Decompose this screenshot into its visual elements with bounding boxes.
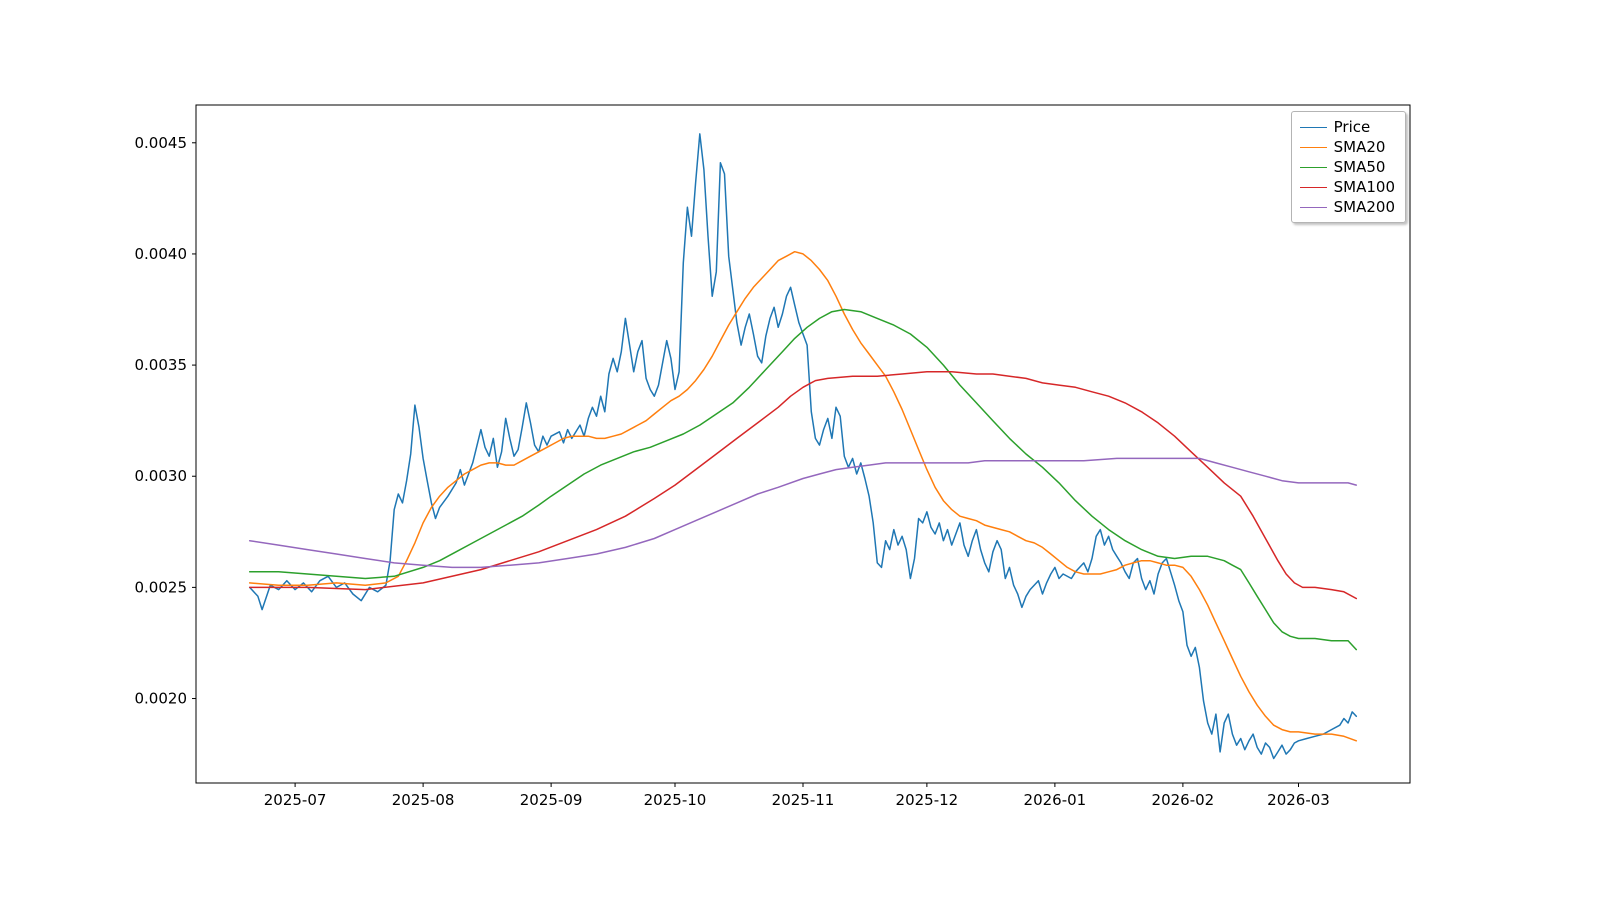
x-tick-label: 2025-09 [520,791,583,809]
legend: Price SMA20 SMA50 SMA100 SMA200 [1290,111,1406,223]
y-tick-label: 0.0020 [135,690,188,708]
series-line-sma200 [248,457,1358,569]
legend-label: SMA100 [1333,178,1395,196]
legend-label: SMA20 [1333,138,1386,156]
y-tick-label: 0.0025 [135,578,188,596]
y-tick-label: 0.0040 [135,245,188,263]
y-tick-label: 0.0030 [135,467,188,485]
legend-item-price: Price [1299,117,1395,137]
legend-item-sma20: SMA20 [1299,137,1395,157]
x-tick-label: 2026-01 [1024,791,1087,809]
legend-label: SMA200 [1333,198,1395,216]
x-tick-label: 2025-07 [264,791,327,809]
y-tick-label: 0.0035 [135,356,188,374]
series-line-price [248,133,1358,760]
series-line-sma50 [248,308,1358,651]
x-tick-label: 2026-02 [1152,791,1215,809]
legend-line-swatch [1299,206,1327,208]
x-tick-label: 2025-12 [896,791,959,809]
series-line-sma100 [248,371,1358,600]
legend-item-sma100: SMA100 [1299,177,1395,197]
legend-line-swatch [1299,166,1327,168]
legend-label: SMA50 [1333,158,1386,176]
x-tick-label: 2026-03 [1267,791,1330,809]
legend-item-sma50: SMA50 [1299,157,1395,177]
series-line-sma20 [248,250,1358,742]
y-tick-label: 0.0045 [135,134,188,152]
x-tick-label: 2025-10 [644,791,707,809]
legend-label: Price [1333,118,1371,136]
x-tick-label: 2025-08 [392,791,455,809]
legend-item-sma200: SMA200 [1299,197,1395,217]
x-tick-label: 2025-11 [772,791,835,809]
legend-line-swatch [1299,186,1327,188]
legend-line-swatch [1299,126,1327,128]
axes-spines [195,104,1411,784]
legend-line-swatch [1299,146,1327,148]
